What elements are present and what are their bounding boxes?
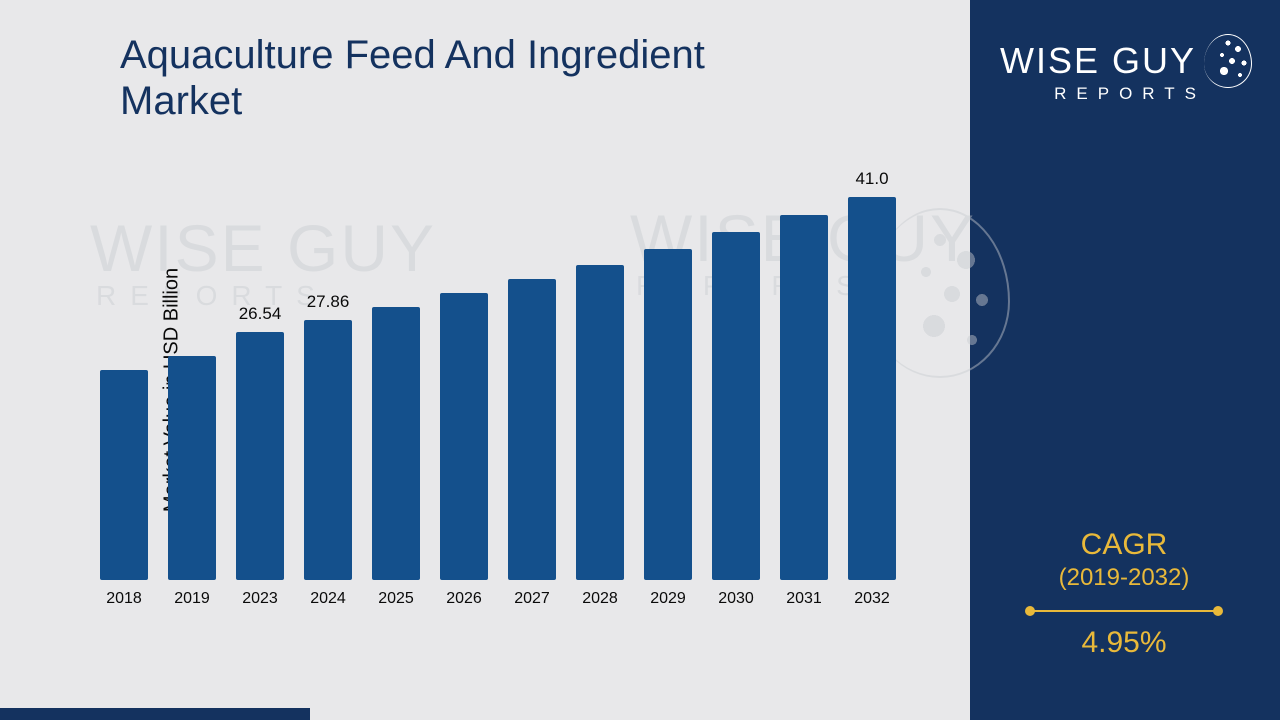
cagr-value: 4.95% — [1014, 626, 1234, 660]
cagr-box: CAGR (2019-2032) 4.95% — [1014, 528, 1234, 660]
bar — [780, 215, 828, 580]
bar: 41.0 — [848, 197, 896, 580]
x-tick-label: 2026 — [440, 590, 488, 608]
chart-area: Market Value in USD Billion 26.5427.8641… — [60, 160, 910, 620]
x-tick-label: 2031 — [780, 590, 828, 608]
x-tick-label: 2032 — [848, 590, 896, 608]
bar: 27.86 — [304, 320, 352, 580]
page: WISE GUY REPORTS WISE GUY REPORTS Aquacu… — [0, 0, 1280, 720]
bottom-accent-bar — [0, 708, 310, 720]
bar — [372, 307, 420, 580]
x-tick-label: 2028 — [576, 590, 624, 608]
x-tick-label: 2030 — [712, 590, 760, 608]
bar — [100, 370, 148, 580]
bar — [576, 265, 624, 580]
x-axis-labels: 2018 2019 2023 2024 2025 2026 2027 2028 2029 2030… — [100, 580, 910, 620]
brand-logo: WISE GUY REPORTS — [1000, 34, 1252, 104]
head-icon — [1204, 34, 1252, 88]
logo-top-row: WISE GUY — [1000, 34, 1252, 88]
bar — [440, 293, 488, 580]
x-tick-label: 2025 — [372, 590, 420, 608]
bar — [508, 279, 556, 580]
x-tick-label: 2023 — [236, 590, 284, 608]
x-tick-label: 2027 — [508, 590, 556, 608]
bar: 26.54 — [236, 332, 284, 580]
bar-value-label: 26.54 — [239, 304, 282, 324]
cagr-separator — [1030, 610, 1218, 612]
x-tick-label: 2029 — [644, 590, 692, 608]
bar — [168, 356, 216, 580]
chart-title: Aquaculture Feed And Ingredient Market — [120, 32, 740, 124]
cagr-title: CAGR — [1014, 528, 1234, 562]
x-tick-label: 2024 — [304, 590, 352, 608]
bar — [644, 249, 692, 580]
x-tick-label: 2018 — [100, 590, 148, 608]
logo-text-top: WISE GUY — [1000, 40, 1196, 82]
bar-value-label: 41.0 — [855, 169, 888, 189]
logo-text-sub: REPORTS — [1000, 84, 1252, 104]
x-tick-label: 2019 — [168, 590, 216, 608]
cagr-range: (2019-2032) — [1014, 564, 1234, 592]
bar-plot: 26.54 27.86 41.0 — [100, 160, 910, 580]
bar — [712, 232, 760, 580]
bar-value-label: 27.86 — [307, 292, 350, 312]
